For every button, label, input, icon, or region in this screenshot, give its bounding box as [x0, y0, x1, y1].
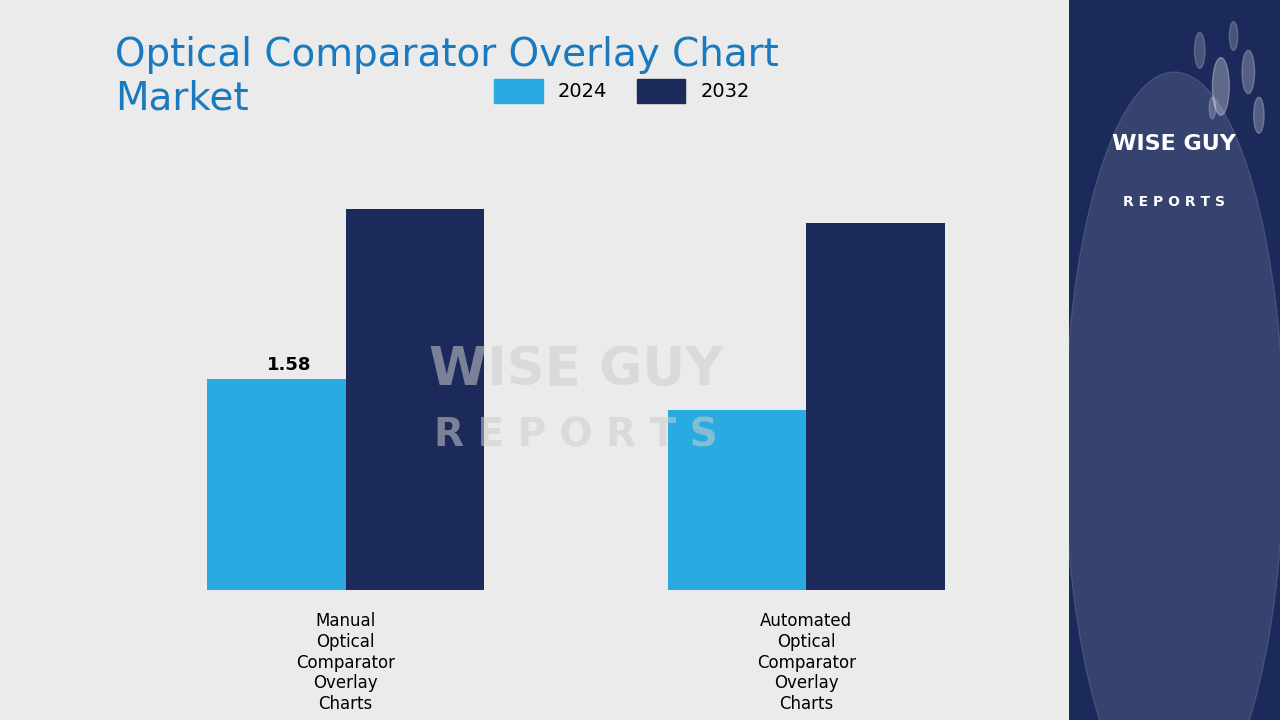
Circle shape — [1253, 97, 1265, 133]
Text: WISE GUY: WISE GUY — [1112, 134, 1236, 154]
Bar — [806, 222, 945, 590]
Circle shape — [1210, 97, 1216, 119]
Circle shape — [1065, 72, 1280, 720]
Circle shape — [1212, 58, 1229, 115]
Bar — [346, 210, 484, 590]
Circle shape — [1242, 50, 1254, 94]
Circle shape — [1229, 22, 1238, 50]
Bar — [668, 410, 806, 590]
Legend: 2024, 2032: 2024, 2032 — [486, 71, 758, 111]
Text: R E P O R T S: R E P O R T S — [434, 417, 718, 455]
Text: R E P O R T S: R E P O R T S — [1124, 194, 1225, 209]
Circle shape — [1194, 32, 1204, 68]
Text: 1.58: 1.58 — [268, 356, 312, 374]
Bar — [207, 379, 346, 590]
Text: WISE GUY: WISE GUY — [429, 344, 723, 397]
Text: Optical Comparator Overlay Chart
Market: Optical Comparator Overlay Chart Market — [115, 36, 780, 118]
